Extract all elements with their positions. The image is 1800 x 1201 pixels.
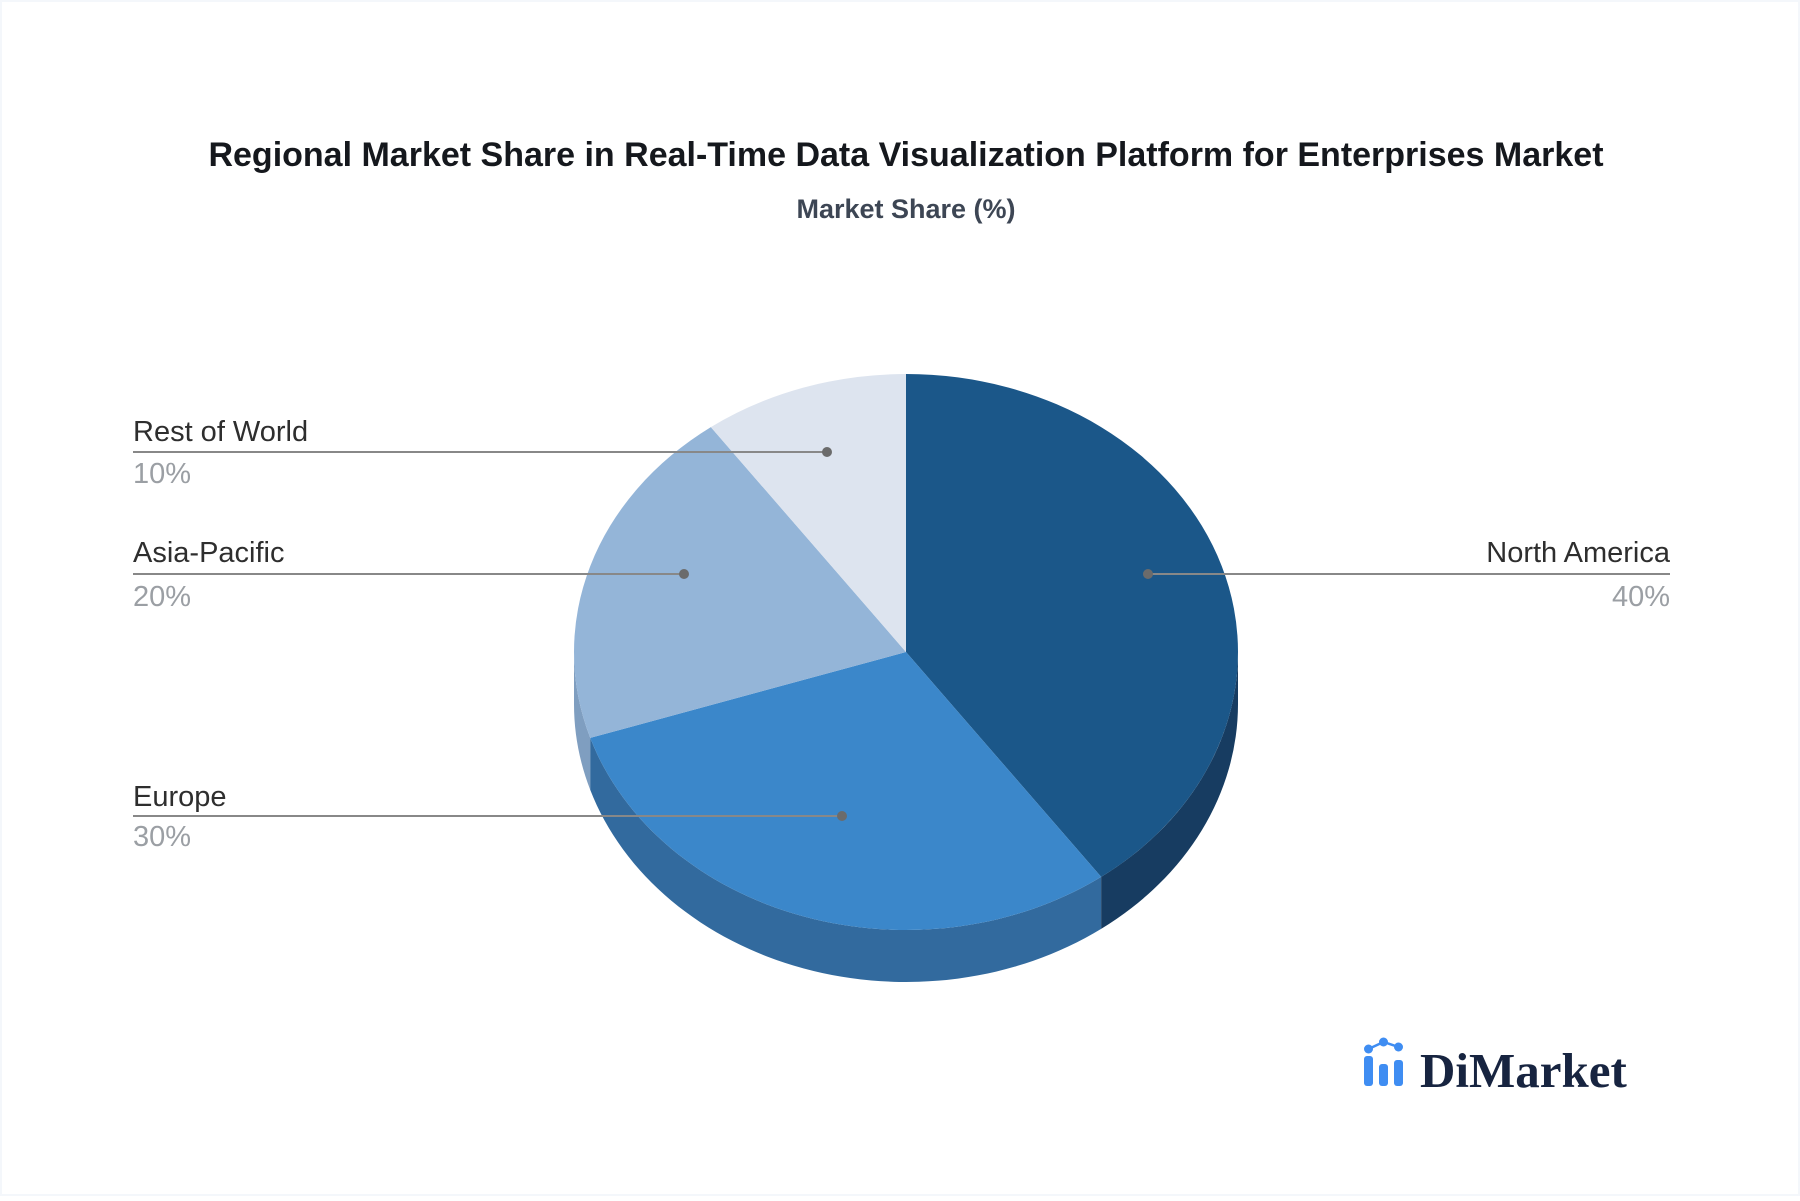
slice-value-europe: 30% <box>133 821 191 853</box>
pie-slice-side-europe <box>590 737 1102 982</box>
pie-chart: North America 40% Europe 30% Asia-Pacific 20%… <box>133 374 1671 982</box>
brand-logo: DiMarket <box>1364 1037 1627 1098</box>
chart-subtitle: Market Share (%) <box>796 194 1015 224</box>
slice-label-north-america: North America <box>1486 537 1671 569</box>
slice-value-north-america: 40% <box>1612 581 1670 613</box>
pie-slice-europe <box>590 652 1102 930</box>
leader-dot-north-america <box>1143 569 1153 579</box>
slice-value-asia-pacific: 20% <box>133 581 191 613</box>
pie-slice-north-america <box>906 374 1238 877</box>
pie-slice-side-asia-pacific <box>574 652 591 790</box>
brand-logo-text: DiMarket <box>1420 1043 1627 1098</box>
pie-slice-side-north-america <box>1101 652 1238 929</box>
slice-label-asia-pacific: Asia-Pacific <box>133 537 285 569</box>
slice-label-europe: Europe <box>133 781 227 813</box>
pie-slice-asia-pacific <box>573 427 906 738</box>
pie-slice-rest-of-world <box>710 374 906 652</box>
bar-chart-icon <box>1364 1037 1403 1086</box>
slice-value-rest-of-world: 10% <box>133 458 191 490</box>
leader-dot-europe <box>837 811 847 821</box>
leader-dot-rest-of-world <box>822 447 832 457</box>
slice-label-rest-of-world: Rest of World <box>133 416 308 448</box>
leader-dot-asia-pacific <box>679 569 689 579</box>
chart-title: Regional Market Share in Real-Time Data … <box>208 136 1603 174</box>
